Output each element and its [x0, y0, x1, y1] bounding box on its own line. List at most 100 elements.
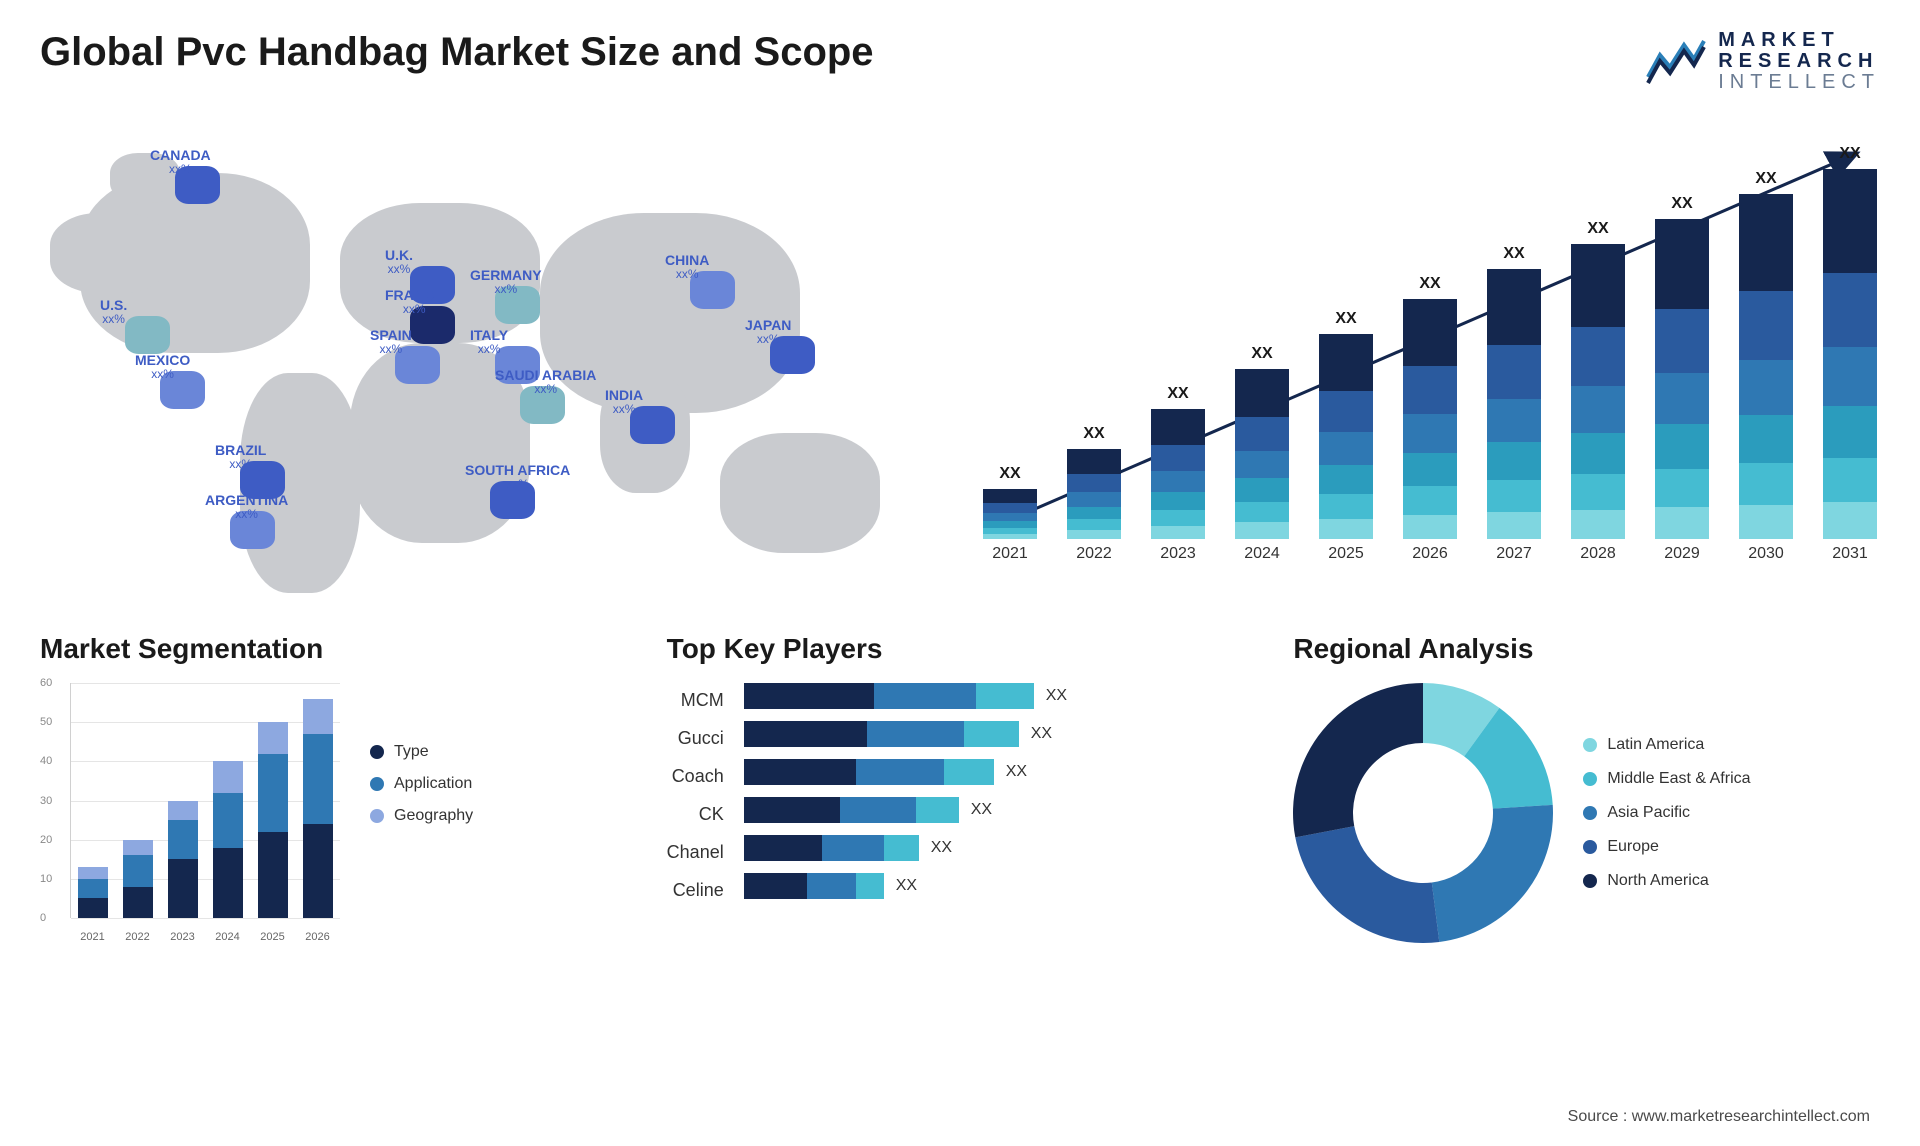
seg-col [258, 722, 288, 918]
growth-bar [1067, 449, 1121, 539]
country-label: CANADAxx% [150, 148, 211, 175]
player-seg [744, 683, 875, 709]
growth-seg [1403, 486, 1457, 515]
growth-value-label: XX [1503, 245, 1524, 263]
seg-bar [213, 761, 243, 918]
growth-value-label: XX [999, 465, 1020, 483]
player-seg [856, 759, 944, 785]
growth-col: XX2022 [1064, 425, 1124, 563]
growth-year-label: 2027 [1496, 545, 1532, 563]
seg-col [123, 840, 153, 918]
growth-seg [1823, 406, 1877, 458]
growth-col: XX 2027 [1484, 245, 1544, 563]
country-us [125, 316, 170, 354]
growth-seg [1655, 309, 1709, 373]
growth-seg [1067, 507, 1121, 520]
growth-seg [1067, 492, 1121, 506]
growth-value-label: XX [1251, 345, 1272, 363]
growth-year-label: 2024 [1244, 545, 1280, 563]
x-tick: 2023 [170, 931, 194, 943]
growth-bar [1823, 169, 1877, 539]
seg-segment [78, 867, 108, 879]
growth-value-label: XX [1839, 145, 1860, 163]
player-value: XX [1006, 763, 1027, 781]
x-tick: 2021 [80, 931, 104, 943]
y-tick: 30 [40, 795, 52, 807]
player-row: XX [744, 759, 1067, 785]
y-tick: 0 [40, 912, 46, 924]
growth-seg [1739, 463, 1793, 504]
player-seg [744, 873, 807, 899]
player-seg [822, 835, 883, 861]
growth-seg [1571, 386, 1625, 433]
player-seg [916, 797, 959, 823]
player-name: MCM [681, 687, 724, 713]
seg-segment [78, 898, 108, 918]
key-players-panel: Top Key Players MCMGucciCoachCKChanelCel… [667, 633, 1254, 943]
player-bar [744, 873, 884, 899]
growth-year-label: 2031 [1832, 545, 1868, 563]
legend-swatch [1583, 806, 1597, 820]
growth-seg [1151, 445, 1205, 471]
y-tick: 10 [40, 873, 52, 885]
player-row: XX [744, 721, 1067, 747]
seg-segment [258, 832, 288, 918]
growth-seg [1319, 519, 1373, 540]
source-text: Source : www.marketresearchintellect.com [1568, 1108, 1870, 1126]
seg-segment [168, 801, 198, 821]
player-seg [944, 759, 994, 785]
growth-col: XX 2024 [1232, 345, 1292, 563]
donut-slice [1293, 683, 1423, 837]
player-name: CK [699, 801, 724, 827]
player-bar [744, 759, 994, 785]
country-label: SOUTH AFRICAxx% [465, 463, 570, 490]
seg-segment [213, 848, 243, 918]
player-seg [874, 683, 976, 709]
player-seg [840, 797, 915, 823]
legend-item: Application [370, 775, 473, 793]
legend-label: Geography [394, 807, 473, 825]
growth-col: XX2029 [1652, 195, 1712, 563]
regional-donut [1293, 683, 1553, 943]
growth-seg [983, 503, 1037, 513]
player-seg [867, 721, 963, 747]
country-label: SPAINxx% [370, 328, 412, 355]
legend-label: Asia Pacific [1607, 804, 1690, 822]
growth-bar [1655, 219, 1709, 539]
seg-segment [258, 754, 288, 832]
player-name: Chanel [667, 839, 724, 865]
growth-seg [1067, 519, 1121, 530]
seg-col [213, 761, 243, 918]
player-bar [744, 683, 1034, 709]
growth-seg [1403, 515, 1457, 539]
country-label: ARGENTINAxx% [205, 493, 288, 520]
player-row: XX [744, 683, 1067, 709]
donut-slice [1296, 826, 1440, 943]
player-seg [964, 721, 1019, 747]
seg-bar [303, 699, 333, 918]
legend-swatch [1583, 772, 1597, 786]
player-seg [744, 797, 841, 823]
y-tick: 40 [40, 755, 52, 767]
player-seg [744, 759, 857, 785]
growth-seg [983, 521, 1037, 528]
growth-seg [1739, 415, 1793, 463]
landmass [720, 433, 880, 553]
seg-segment [213, 793, 243, 848]
seg-col [303, 699, 333, 918]
player-seg [856, 873, 884, 899]
logo-icon [1646, 37, 1706, 87]
segmentation-title: Market Segmentation [40, 633, 627, 665]
growth-seg [1487, 512, 1541, 539]
growth-seg [983, 513, 1037, 521]
growth-bar [1319, 334, 1373, 539]
growth-seg [1823, 502, 1877, 539]
growth-seg [1403, 299, 1457, 366]
player-value: XX [1046, 687, 1067, 705]
growth-seg [1403, 366, 1457, 414]
y-tick: 60 [40, 677, 52, 689]
growth-seg [1487, 345, 1541, 399]
x-tick: 2024 [215, 931, 239, 943]
player-seg [744, 835, 823, 861]
growth-seg [1487, 480, 1541, 512]
